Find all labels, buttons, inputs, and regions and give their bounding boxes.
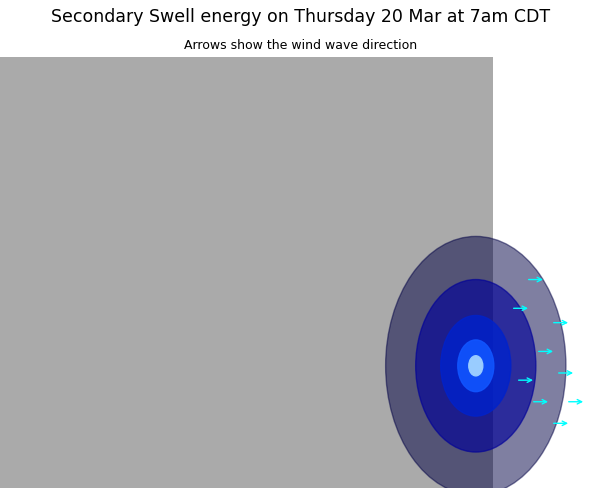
Text: Secondary Swell energy on Thursday 20 Mar at 7am CDT: Secondary Swell energy on Thursday 20 Ma… [51, 8, 550, 26]
Circle shape [416, 280, 536, 452]
Circle shape [458, 340, 494, 392]
Circle shape [441, 316, 511, 416]
Text: Arrows show the wind wave direction: Arrows show the wind wave direction [184, 39, 417, 51]
Bar [0, 58, 493, 488]
Circle shape [469, 356, 483, 376]
Circle shape [386, 237, 566, 488]
